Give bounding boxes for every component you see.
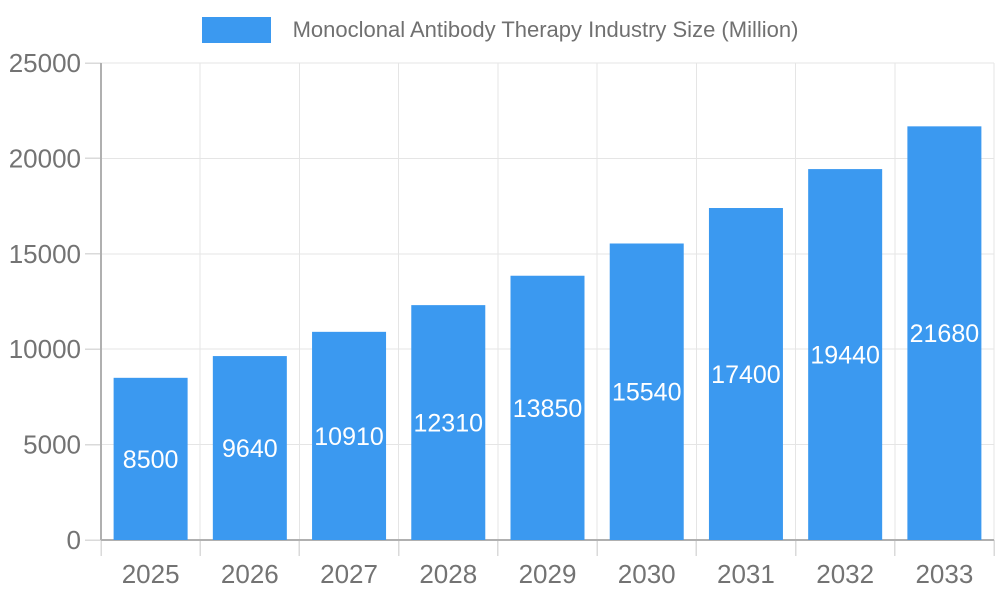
bar-value-label: 8500 [123,446,179,474]
bar-value-label: 15540 [612,379,682,407]
bar-value-label: 17400 [711,361,781,389]
bar-value-label: 10910 [314,423,384,451]
bar[interactable] [510,275,585,540]
bar[interactable] [808,169,883,541]
legend-swatch [201,17,271,43]
bar-value-label: 21680 [910,320,980,348]
x-tick-label: 2030 [618,559,676,589]
bar-value-label: 13850 [513,395,583,423]
x-tick-label: 2026 [221,559,279,589]
x-tick-label: 2033 [915,559,973,589]
y-tick-label: 0 [67,525,81,555]
bar[interactable] [907,126,982,541]
bar[interactable] [312,331,387,540]
x-tick-label: 2025 [122,559,180,589]
x-tick-label: 2027 [320,559,378,589]
y-tick-label: 10000 [9,334,81,364]
bar-value-label: 9640 [222,435,278,463]
bar-value-label: 12310 [414,410,484,438]
y-tick-label: 25000 [9,48,81,78]
y-tick-label: 15000 [9,239,81,269]
bar[interactable] [113,377,188,540]
bar[interactable] [411,305,486,540]
y-tick-label: 5000 [23,430,81,460]
bar[interactable] [708,208,783,540]
bar[interactable] [609,243,684,540]
x-tick-label: 2031 [717,559,775,589]
bar[interactable] [212,356,287,540]
y-tick-label: 20000 [9,143,81,173]
x-tick-label: 2032 [816,559,874,589]
bar-value-label: 19440 [810,342,880,370]
x-tick-label: 2028 [419,559,477,589]
legend-item[interactable]: Monoclonal Antibody Therapy Industry Siz… [0,17,1000,43]
legend-label: Monoclonal Antibody Therapy Industry Siz… [292,17,799,42]
x-tick-label: 2029 [519,559,577,589]
